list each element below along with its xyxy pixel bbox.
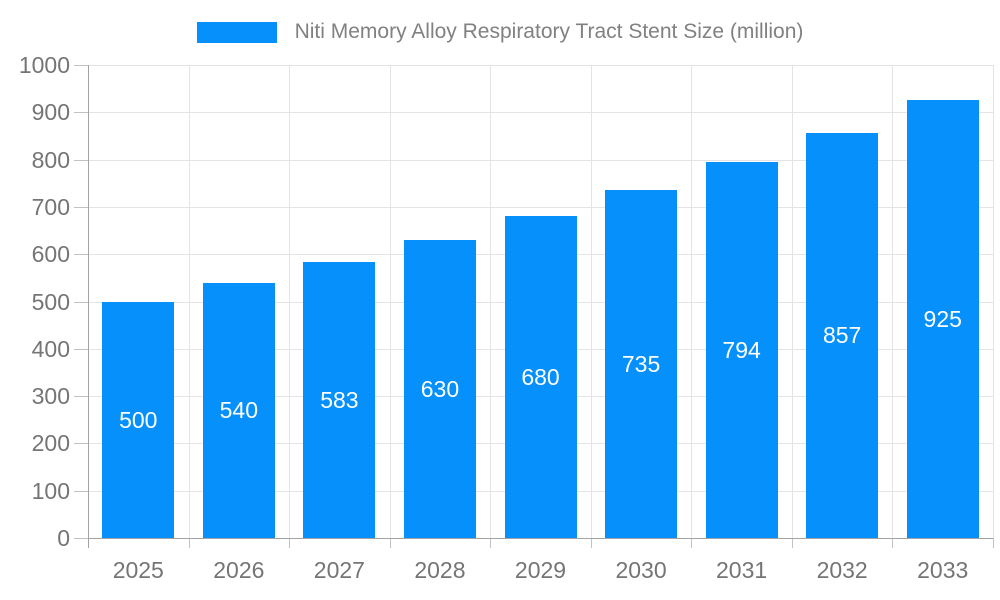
y-axis-label: 200 <box>31 430 70 457</box>
y-axis-label: 700 <box>31 193 70 220</box>
legend-swatch[interactable] <box>196 21 277 43</box>
y-axis-tick <box>74 65 88 66</box>
y-axis-tick <box>74 301 88 303</box>
bar <box>504 216 577 538</box>
bar-value-label: 630 <box>420 376 460 402</box>
y-axis-tick <box>74 254 88 256</box>
x-axis-label: 2027 <box>313 557 365 583</box>
x-axis-tick <box>490 538 492 548</box>
chart-title: Niti Memory Alloy Respiratory Tract Sten… <box>294 20 804 43</box>
y-axis-tick <box>74 206 88 208</box>
x-axis-tick <box>389 538 391 548</box>
bar-value-label: 500 <box>119 406 158 433</box>
x-axis-tick <box>188 538 190 548</box>
bar <box>303 262 376 538</box>
bar-value-label: 735 <box>621 351 661 378</box>
x-axis-label: 2030 <box>615 557 667 583</box>
x-axis-label: 2025 <box>112 557 164 583</box>
h-gridline <box>88 206 993 208</box>
y-axis-label: 0 <box>57 525 70 551</box>
x-axis-label: 2033 <box>917 557 969 583</box>
h-gridline <box>88 159 993 161</box>
v-gridline <box>188 65 190 538</box>
x-axis-tick <box>289 538 291 548</box>
y-axis-tick <box>74 396 88 398</box>
v-gridline <box>691 65 693 538</box>
v-gridline <box>590 65 592 538</box>
v-gridline <box>892 65 894 538</box>
y-axis-label: 600 <box>31 241 70 268</box>
x-axis-label: 2028 <box>414 557 466 583</box>
bar-value-label: 857 <box>822 322 862 349</box>
y-axis-tick <box>74 112 88 114</box>
v-gridline <box>791 65 793 538</box>
y-axis-label: 400 <box>31 335 70 362</box>
bar <box>202 282 275 538</box>
bar <box>403 240 476 538</box>
y-axis-label: 500 <box>31 288 70 315</box>
bar-value-label: 583 <box>320 387 359 414</box>
y-axis-label: 800 <box>31 146 70 173</box>
bar <box>102 301 175 538</box>
y-axis-line <box>88 65 89 548</box>
x-axis-tick <box>691 538 693 548</box>
h-gridline <box>88 112 993 114</box>
y-axis-tick <box>74 159 88 161</box>
y-axis-tick <box>74 348 88 350</box>
y-axis-tick <box>74 443 88 445</box>
y-axis-label: 1000 <box>18 52 70 78</box>
x-axis-tick <box>791 538 793 548</box>
bar-value-label: 794 <box>722 337 761 364</box>
bar-value-label: 540 <box>219 397 259 424</box>
y-axis-label: 900 <box>31 99 70 126</box>
h-gridline <box>88 65 993 66</box>
v-gridline <box>490 65 492 538</box>
y-axis-label: 100 <box>31 477 70 504</box>
v-gridline <box>389 65 391 538</box>
v-gridline <box>289 65 291 538</box>
bar <box>806 132 879 538</box>
y-axis-label: 300 <box>31 383 70 410</box>
x-axis-label: 2031 <box>716 557 768 583</box>
bar-value-label: 925 <box>923 306 962 333</box>
y-axis-tick <box>74 490 88 492</box>
x-axis-tick <box>590 538 592 548</box>
x-axis-label: 2029 <box>514 557 567 583</box>
bar-value-label: 680 <box>521 364 560 391</box>
legend[interactable]: Niti Memory Alloy Respiratory Tract Sten… <box>0 20 1000 44</box>
bar <box>605 190 678 538</box>
bar <box>906 100 979 538</box>
v-gridline <box>993 65 994 538</box>
x-axis-tick <box>892 538 894 548</box>
bar <box>705 162 778 538</box>
y-axis-tick <box>74 538 88 539</box>
x-axis-line <box>88 538 993 539</box>
x-axis-tick <box>993 538 994 548</box>
x-axis-label: 2032 <box>816 557 868 583</box>
x-axis-label: 2026 <box>213 557 265 583</box>
